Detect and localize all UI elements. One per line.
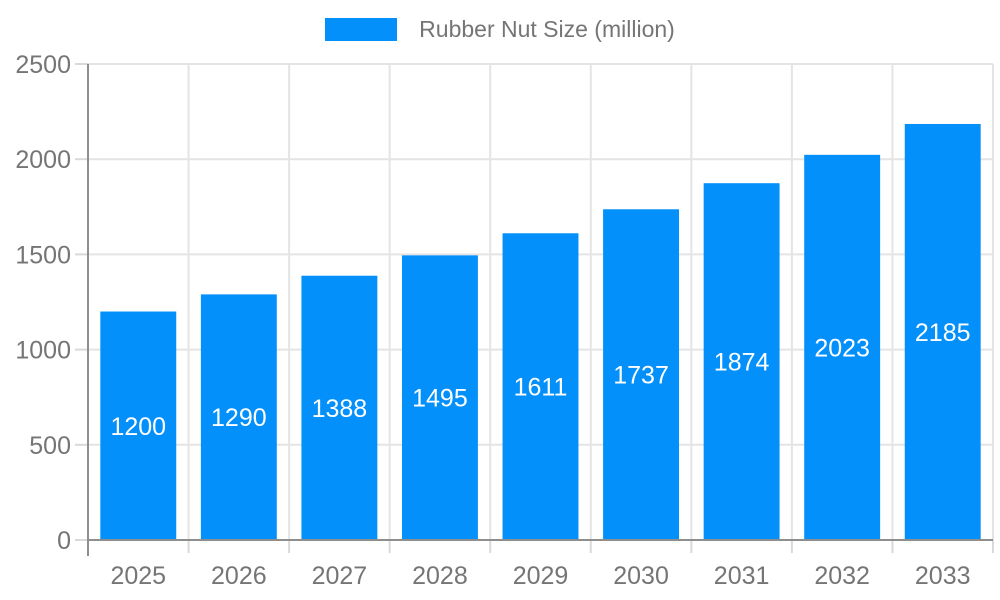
- y-tick-label: 1500: [15, 241, 71, 269]
- bar[interactable]: [603, 209, 680, 540]
- bar-value-label: 2185: [915, 319, 971, 347]
- x-tick-label: 2025: [110, 562, 166, 590]
- bar[interactable]: [804, 154, 881, 540]
- x-tick-label: 2031: [714, 562, 770, 590]
- bar[interactable]: [703, 183, 780, 540]
- bar[interactable]: [401, 255, 478, 541]
- x-tick-label: 2028: [412, 562, 468, 590]
- bar[interactable]: [301, 275, 378, 540]
- bar-value-label: 1495: [412, 385, 468, 413]
- x-tick-label: 2026: [211, 562, 267, 590]
- bar-value-label: 2023: [814, 334, 870, 362]
- x-tick-label: 2027: [312, 562, 368, 590]
- x-tick-label: 2030: [613, 562, 669, 590]
- legend-label: Rubber Nut Size (million): [419, 16, 675, 42]
- x-tick-label: 2033: [915, 562, 971, 590]
- y-tick-label: 2000: [15, 146, 71, 174]
- legend-swatch: [325, 18, 398, 41]
- bar-value-label: 1611: [514, 374, 568, 402]
- y-tick-label: 500: [29, 432, 71, 460]
- bar[interactable]: [904, 123, 981, 540]
- bar[interactable]: [200, 294, 277, 540]
- y-tick-label: 1000: [15, 337, 71, 365]
- y-tick-label: 2500: [15, 51, 71, 79]
- x-tick-label: 2032: [814, 562, 870, 590]
- bar-value-label: 1388: [312, 395, 368, 423]
- bar[interactable]: [100, 311, 177, 540]
- bar-value-label: 1200: [110, 413, 166, 441]
- bar-value-label: 1874: [714, 349, 770, 377]
- y-tick-label: 0: [57, 527, 71, 555]
- bar[interactable]: [502, 233, 579, 540]
- x-tick-label: 2029: [513, 562, 569, 590]
- legend-item[interactable]: Rubber Nut Size (million): [0, 18, 1000, 41]
- bar-value-label: 1290: [211, 404, 267, 432]
- bar-value-label: 1737: [613, 362, 669, 390]
